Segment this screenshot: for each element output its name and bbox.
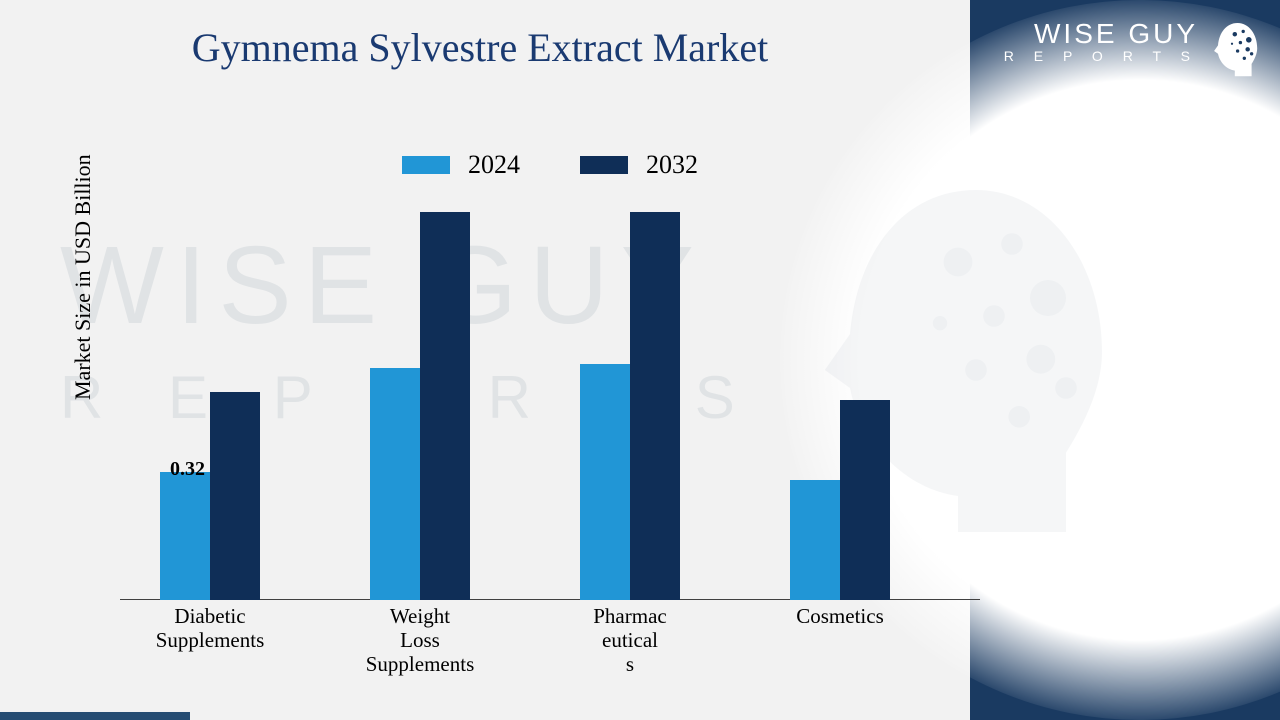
legend-label-2032: 2032: [646, 150, 698, 180]
bar: [580, 364, 630, 600]
bar: [210, 392, 260, 600]
x-axis-category-label: WeightLossSupplements: [330, 604, 510, 676]
bar: [160, 472, 210, 600]
bar-group: [580, 212, 680, 600]
bar-value-label: 0.32: [170, 458, 205, 481]
legend-swatch-2024: [402, 156, 450, 174]
brand-line2: R E P O R T S: [1004, 48, 1198, 64]
bar: [790, 480, 840, 600]
chart-title: Gymnema Sylvestre Extract Market: [0, 24, 960, 71]
bar: [840, 400, 890, 600]
bar-group: [370, 212, 470, 600]
bar-group: [790, 400, 890, 600]
bottom-accent-bar: [0, 712, 190, 720]
y-axis-label: Market Size in USD Billion: [70, 154, 96, 400]
bar: [420, 212, 470, 600]
legend-swatch-2032: [580, 156, 628, 174]
bar-group: [160, 392, 260, 600]
brand-logo: WISE GUY R E P O R T S: [1004, 18, 1260, 84]
brand-logo-text: WISE GUY R E P O R T S: [1004, 18, 1198, 64]
chart-stage: WISE GUY R E P O R T S WISE GUY R E P O …: [0, 0, 1280, 720]
brand-head-icon: [1204, 18, 1260, 84]
legend-item-2024: 2024: [402, 150, 520, 180]
bar: [630, 212, 680, 600]
x-axis-category-label: Pharmaceuticals: [540, 604, 720, 676]
brand-line1: WISE GUY: [1004, 18, 1198, 50]
legend-item-2032: 2032: [580, 150, 698, 180]
bar: [370, 368, 420, 600]
bar-chart: DiabeticSupplementsWeightLossSupplements…: [120, 200, 980, 600]
x-axis-category-label: DiabeticSupplements: [120, 604, 300, 652]
legend: 2024 2032: [0, 150, 1100, 180]
x-axis-category-label: Cosmetics: [750, 604, 930, 628]
legend-label-2024: 2024: [468, 150, 520, 180]
